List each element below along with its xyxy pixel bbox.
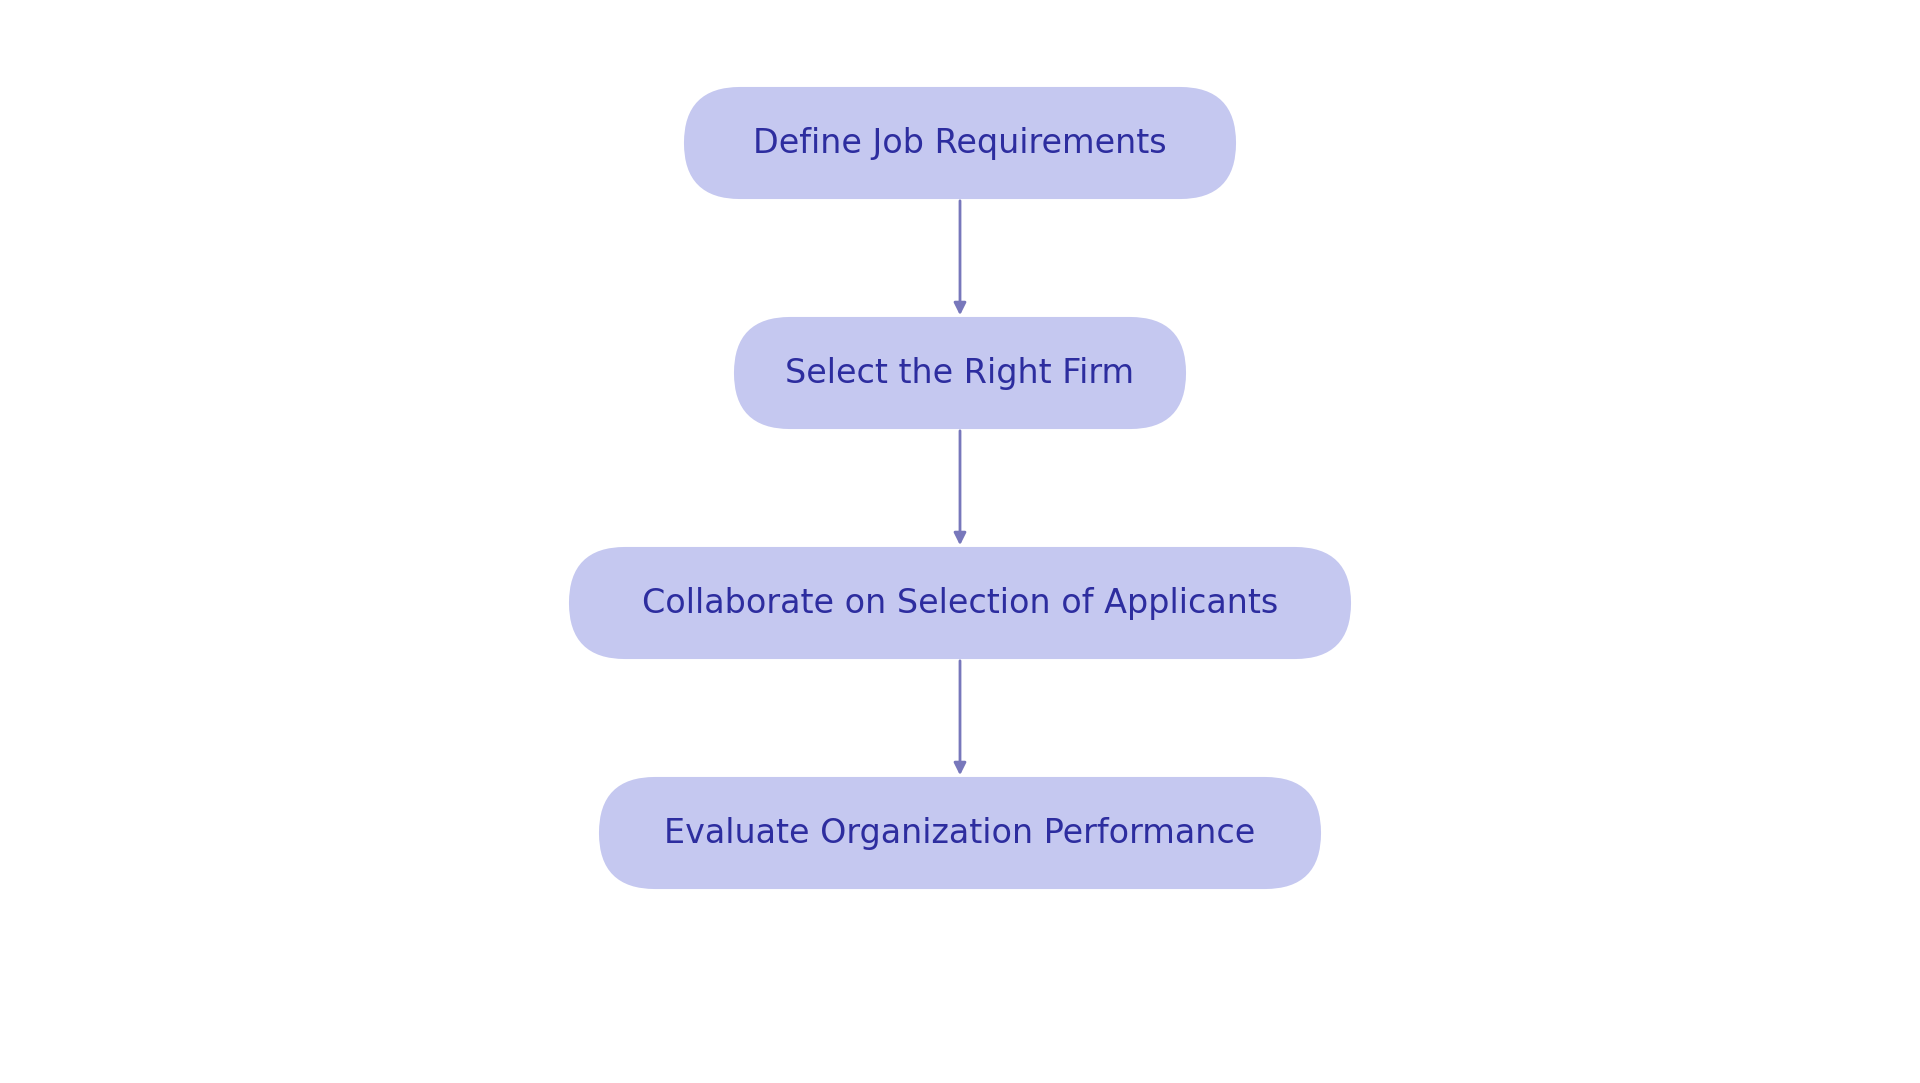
Text: Define Job Requirements: Define Job Requirements (753, 127, 1167, 159)
Text: Evaluate Organization Performance: Evaluate Organization Performance (664, 817, 1256, 849)
FancyBboxPatch shape (685, 88, 1235, 198)
FancyBboxPatch shape (735, 318, 1185, 428)
FancyBboxPatch shape (599, 778, 1321, 888)
Text: Collaborate on Selection of Applicants: Collaborate on Selection of Applicants (641, 587, 1279, 619)
FancyBboxPatch shape (570, 548, 1350, 658)
Text: Select the Right Firm: Select the Right Firm (785, 356, 1135, 390)
